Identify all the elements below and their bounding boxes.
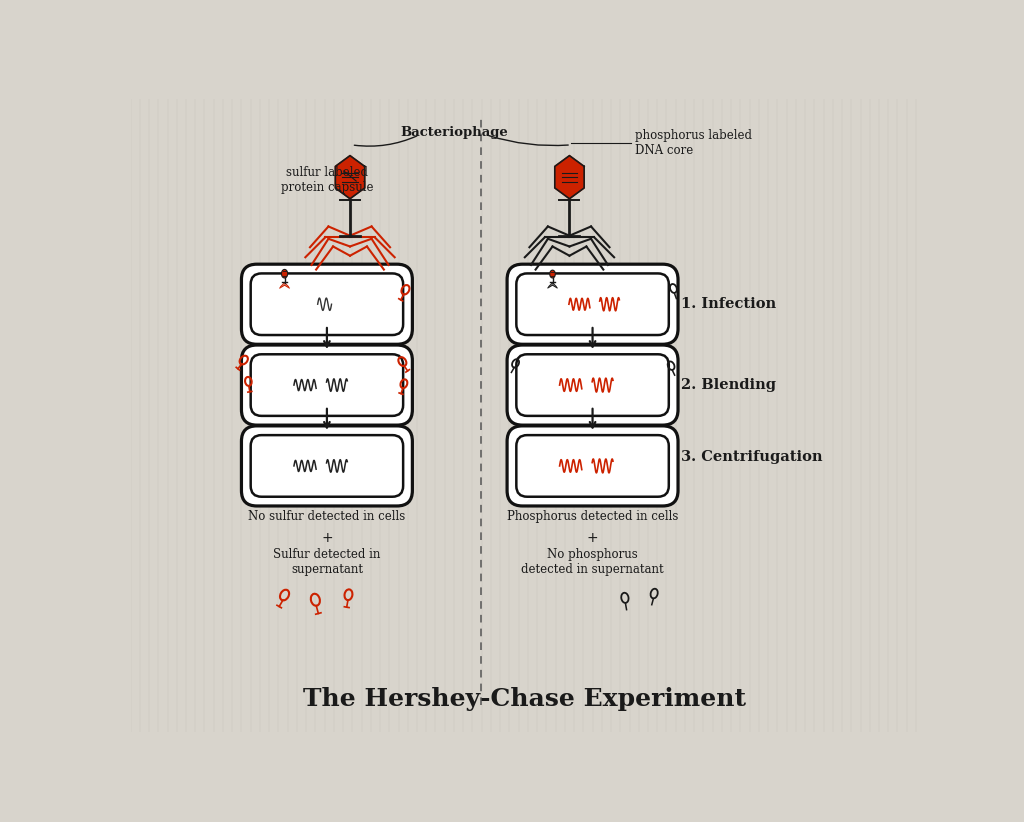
Text: Phosphorus detected in cells: Phosphorus detected in cells [507,510,678,523]
Text: Bacteriophage: Bacteriophage [400,126,508,139]
Text: 2. Blending: 2. Blending [681,378,776,392]
Text: +: + [587,531,598,545]
FancyBboxPatch shape [507,345,678,425]
FancyBboxPatch shape [251,274,403,335]
Text: No sulfur detected in cells: No sulfur detected in cells [248,510,406,523]
Polygon shape [555,155,584,199]
FancyBboxPatch shape [242,345,413,425]
FancyBboxPatch shape [516,274,669,335]
Ellipse shape [282,270,288,278]
FancyBboxPatch shape [507,264,678,344]
Ellipse shape [550,270,555,278]
Text: phosphorus labeled
DNA core: phosphorus labeled DNA core [635,128,752,156]
FancyBboxPatch shape [242,426,413,506]
FancyBboxPatch shape [507,426,678,506]
Text: sulfur labeled
protein capsule: sulfur labeled protein capsule [281,165,373,194]
Text: The Hershey-Chase Experiment: The Hershey-Chase Experiment [303,687,746,711]
FancyBboxPatch shape [251,435,403,496]
Text: 1. Infection: 1. Infection [681,298,776,312]
Polygon shape [335,155,365,199]
FancyBboxPatch shape [242,264,413,344]
FancyBboxPatch shape [516,354,669,416]
Text: +: + [322,531,333,545]
Text: 3. Centrifugation: 3. Centrifugation [681,450,822,464]
FancyBboxPatch shape [516,435,669,496]
Text: No phosphorus
detected in supernatant: No phosphorus detected in supernatant [521,548,664,576]
FancyBboxPatch shape [251,354,403,416]
Text: Sulfur detected in
supernatant: Sulfur detected in supernatant [273,548,381,576]
